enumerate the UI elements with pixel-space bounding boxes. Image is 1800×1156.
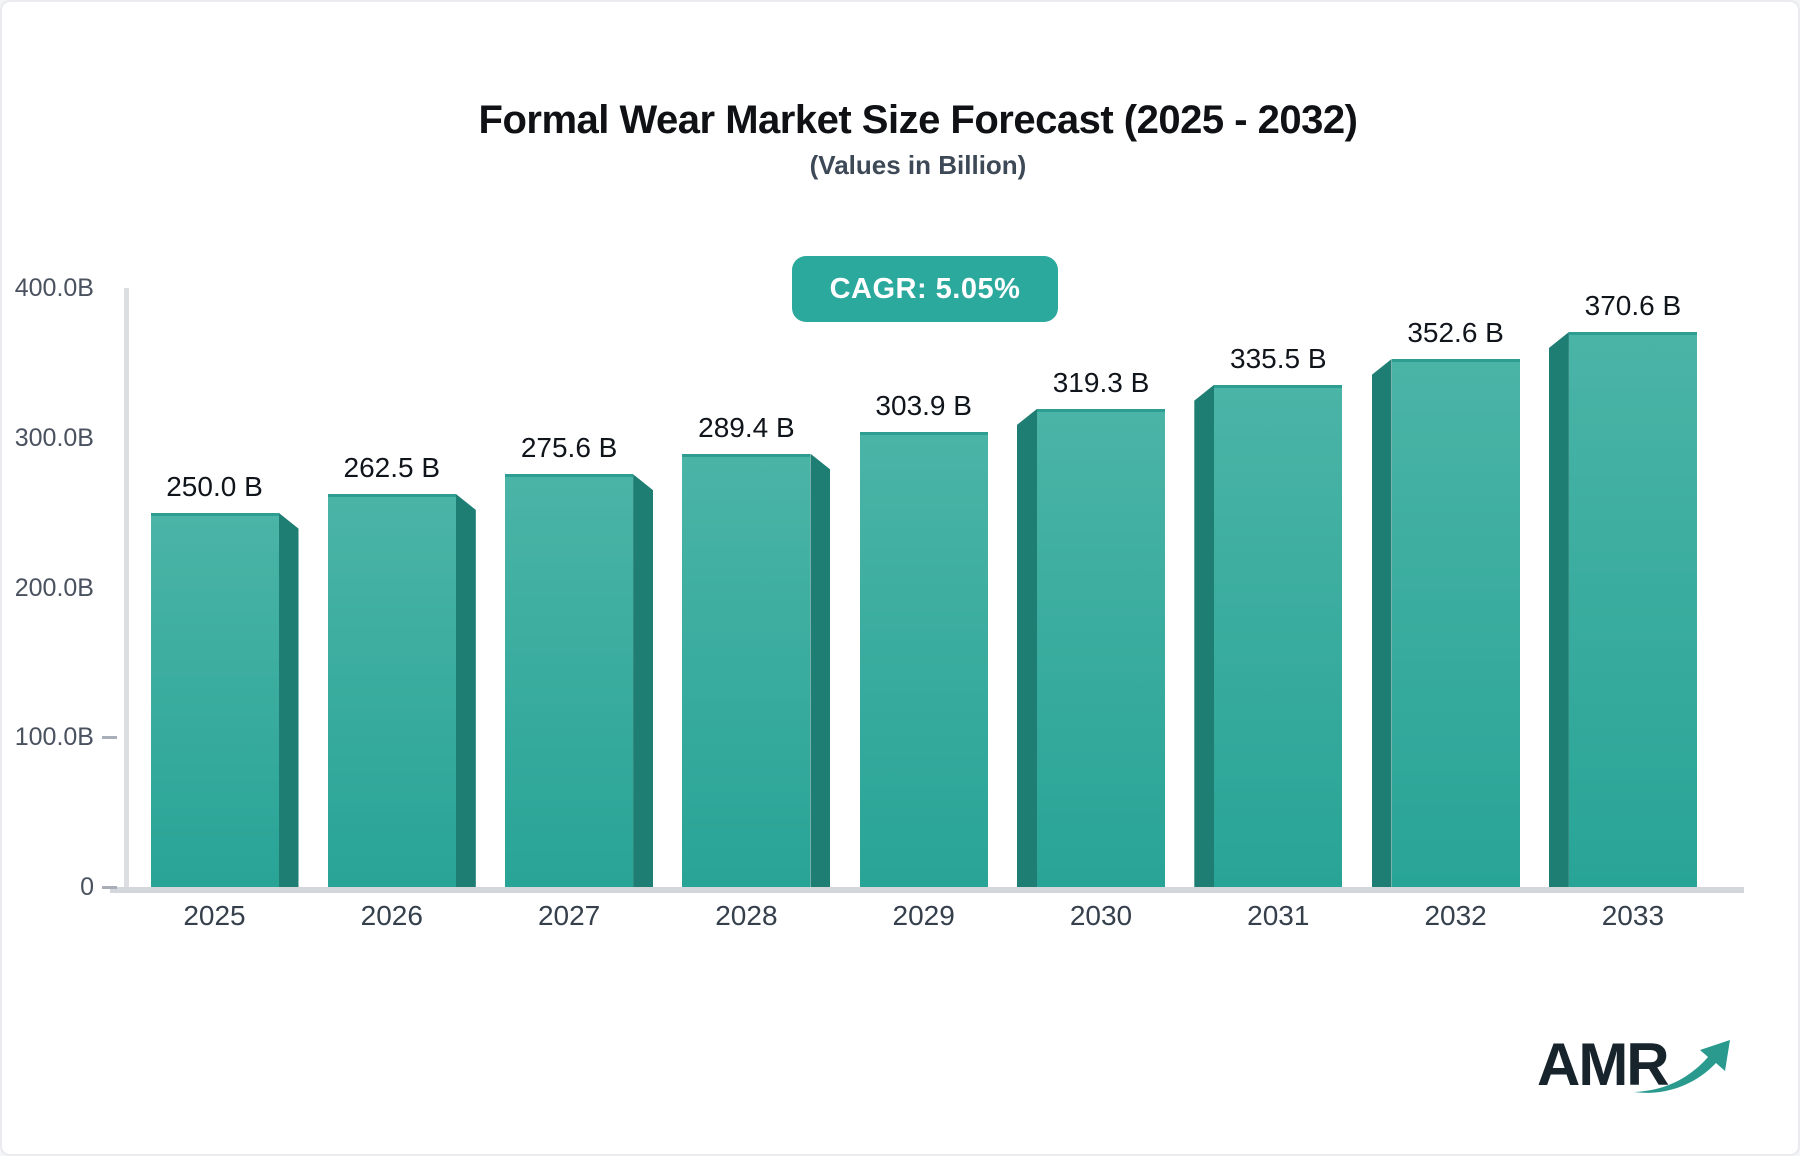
y-axis-line	[124, 288, 129, 887]
x-axis-label: 2028	[715, 900, 778, 931]
bar-value-label: 319.3 B	[1052, 366, 1150, 398]
bar-face	[327, 493, 456, 887]
bar-value-label: 250.0 B	[166, 470, 263, 502]
y-axis-tick-mark	[102, 736, 117, 740]
chart-subtitle: (Values in Billion)	[809, 150, 1027, 180]
y-axis-tick-label: 400.0B	[14, 274, 94, 302]
x-axis-label: 2032	[1424, 900, 1487, 931]
bar-side-face	[1194, 384, 1215, 887]
bar-face	[150, 512, 279, 887]
bar-side-face	[278, 512, 299, 887]
x-axis-label: 2030	[1069, 900, 1133, 931]
cagr-badge: CAGR: 5.05%	[792, 256, 1058, 322]
bar-2030	[1017, 408, 1165, 887]
y-axis-tick-label: 200.0B	[14, 573, 94, 602]
bar-face	[1391, 358, 1520, 887]
bar-side-face	[455, 493, 476, 887]
bar-value-label: 370.6 B	[1584, 290, 1682, 322]
bar-2026	[327, 493, 476, 887]
bar-side-face	[1017, 408, 1037, 887]
bar-face	[1037, 408, 1165, 887]
x-axis-label: 2031	[1247, 900, 1310, 931]
bar-2028	[682, 453, 831, 887]
bar-side-face	[810, 453, 831, 887]
bar-2031	[1194, 384, 1343, 887]
bar-side-face	[1548, 332, 1569, 887]
y-axis-tick-label: 300.0B	[14, 423, 94, 452]
bar-2027	[505, 474, 654, 887]
x-axis-label: 2027	[537, 900, 601, 931]
x-axis-label: 2025	[183, 900, 246, 931]
bar-value-label: 275.6 B	[520, 432, 618, 464]
bar-value-label: 289.4 B	[698, 411, 795, 443]
bar-value-label: 303.9 B	[875, 389, 972, 421]
bar-face	[1568, 332, 1697, 887]
bar-2033	[1548, 332, 1697, 887]
bar-side-face	[1371, 358, 1392, 887]
bar-face	[682, 453, 811, 887]
y-axis-tick-label: 100.0B	[14, 723, 94, 752]
bar-value-label: 335.5 B	[1230, 342, 1327, 374]
bar-face	[1214, 384, 1343, 887]
x-axis-baseline	[110, 887, 1744, 893]
bar-face	[859, 431, 988, 887]
bar-value-label: 262.5 B	[343, 451, 441, 483]
amr-logo-text: AMR	[1537, 1031, 1670, 1098]
bar-2025	[150, 512, 299, 887]
x-axis-label: 2029	[892, 900, 955, 931]
y-axis-tick-mark	[102, 886, 117, 889]
bar-side-face	[633, 474, 654, 887]
bar-face	[505, 474, 634, 887]
bar-2029	[859, 431, 988, 887]
chart-title: Formal Wear Market Size Forecast (2025 -…	[478, 98, 1358, 142]
bar-2032	[1371, 358, 1520, 887]
y-axis-tick-label: 0	[80, 873, 94, 901]
x-axis-label: 2033	[1601, 900, 1665, 931]
amr-logo: AMR	[1537, 1031, 1730, 1104]
x-axis-label: 2026	[360, 900, 423, 931]
bar-value-label: 352.6 B	[1407, 316, 1504, 348]
growth-arrow-icon	[1634, 1040, 1730, 1093]
